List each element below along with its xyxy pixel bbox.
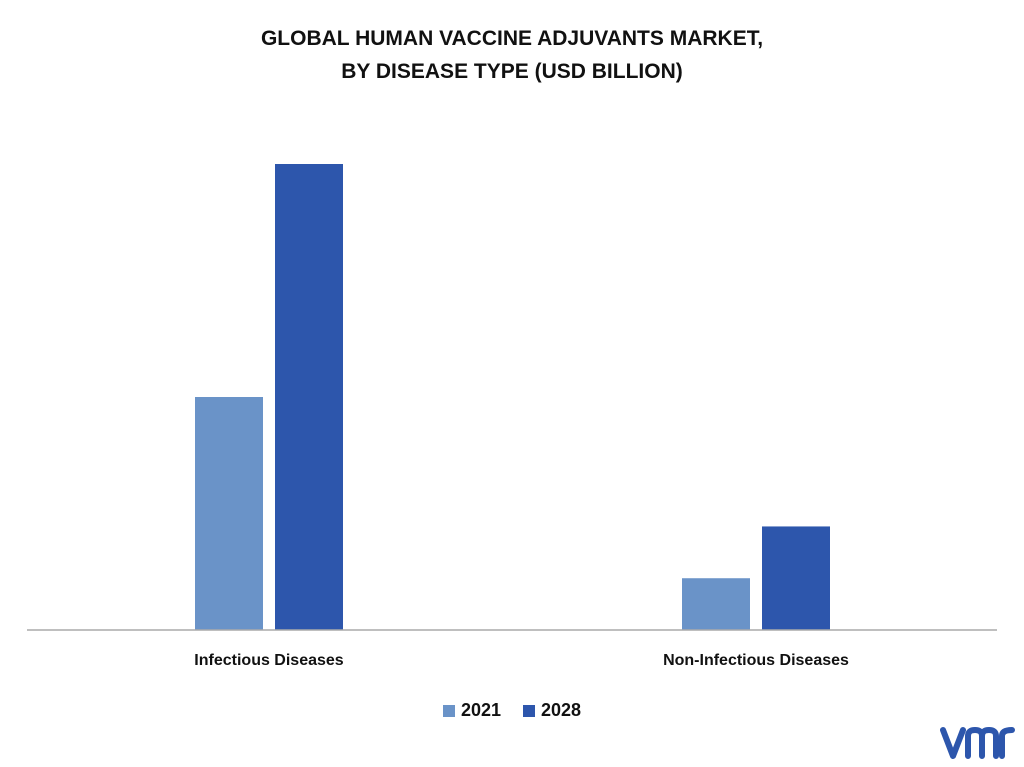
legend-item-2021: 2021 — [442, 700, 501, 721]
bar-2028-non-infectious-diseases — [762, 526, 830, 630]
legend-item-2028: 2028 — [523, 700, 581, 721]
bar-2021-infectious-diseases — [195, 397, 263, 630]
x-tick-label: Infectious Diseases — [194, 652, 344, 669]
chart-title-line-2: BY DISEASE TYPE (USD BILLION) — [341, 60, 683, 83]
vmr-logo — [940, 727, 1015, 759]
legend-label-2021: 2021 — [460, 700, 501, 720]
bar-chart: Infectious Diseases Non-Infectious Diseas… — [27, 164, 997, 669]
legend-label-2028: 2028 — [541, 700, 582, 720]
chart-title-line-1: GLOBAL HUMAN VACCINE ADJUVANTS MARKET, — [260, 27, 764, 50]
x-tick-label: Non-Infectious Diseases — [663, 652, 849, 669]
chart-title: GLOBAL HUMAN VACCINE ADJUVANTS MARKET, B… — [0, 22, 1024, 88]
legend-swatch-2021 — [442, 704, 455, 717]
legend-swatch-2028 — [523, 704, 535, 717]
bar-2021-non-infectious-diseases — [682, 578, 750, 630]
legend: 2021 2028 — [0, 700, 1024, 721]
bars-group — [195, 164, 830, 630]
x-tick-labels: Infectious Diseases Non-Infectious Diseas… — [194, 652, 849, 669]
bar-2028-infectious-diseases — [275, 164, 343, 630]
